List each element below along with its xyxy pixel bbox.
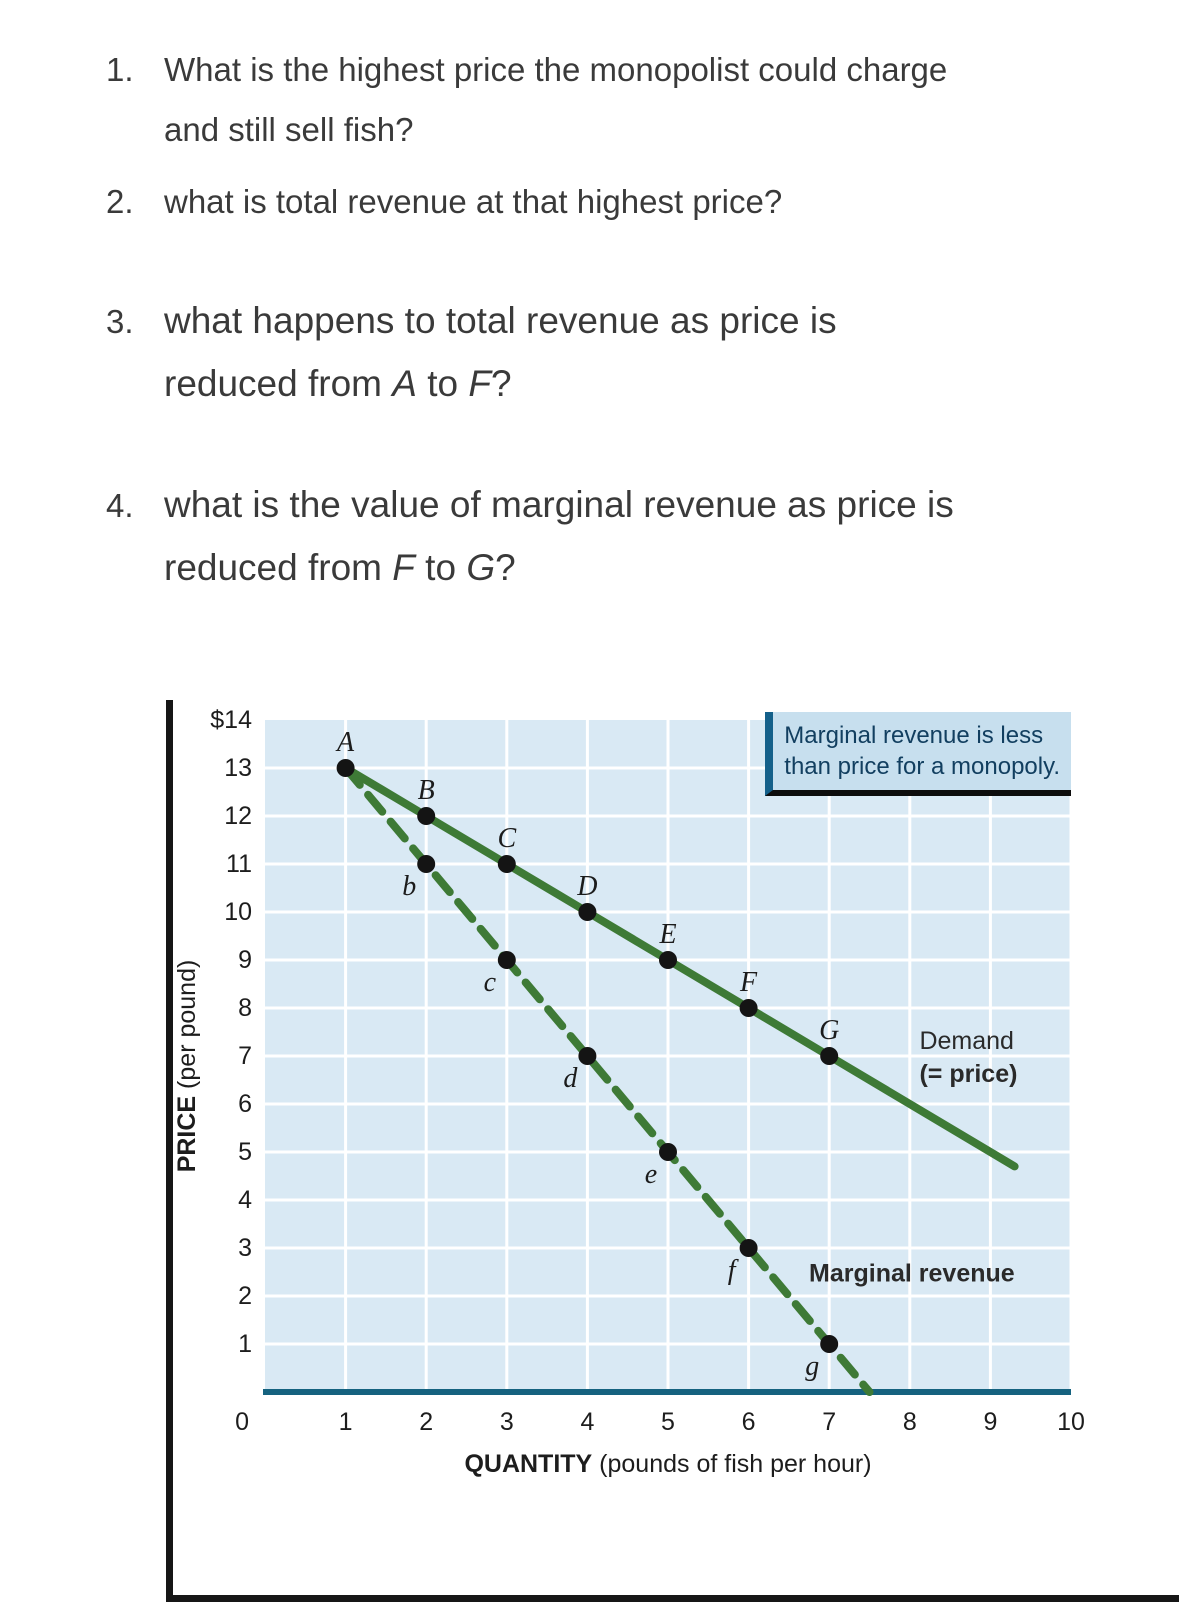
question-item-4: 4. what is the value of marginal revenue … — [106, 474, 1139, 600]
point-label-d: d — [563, 1063, 578, 1094]
curve-annotation-marginal-revenue-line-1: Marginal revenue — [809, 1259, 1015, 1287]
data-point-f — [739, 1238, 758, 1257]
data-point-d — [578, 1046, 597, 1065]
point-label-c: c — [484, 967, 497, 998]
curve-annotation-demand-line-2: (= price) — [919, 1060, 1017, 1088]
y-tick-label: 1 — [238, 1330, 252, 1358]
y-tick-label: 11 — [226, 850, 252, 878]
x-tick-label: 6 — [742, 1408, 756, 1436]
x-tick-label: 7 — [822, 1408, 836, 1436]
point-label-C: C — [497, 823, 516, 854]
question-text: What is the highest price the monopolist… — [164, 51, 948, 149]
question-number: 3. — [106, 303, 134, 341]
question-number: 2. — [106, 183, 134, 221]
data-point-b — [417, 854, 436, 873]
point-label-A: A — [335, 727, 355, 758]
x-tick-label: 2 — [419, 1408, 433, 1436]
question-item-3: 3. what happens to total revenue as price… — [106, 290, 1139, 416]
data-point-D — [578, 902, 597, 921]
point-label-e: e — [645, 1159, 657, 1190]
x-tick-label: 1 — [339, 1408, 353, 1436]
y-tick-label: 13 — [224, 754, 252, 782]
question-text: what happens to total revenue as price i… — [164, 300, 837, 405]
data-point-e — [659, 1142, 677, 1161]
data-point-F — [739, 998, 758, 1017]
x-tick-label: 10 — [1057, 1408, 1085, 1436]
question-number: 4. — [106, 486, 134, 524]
point-label-G: G — [819, 1015, 839, 1046]
question-text: what is the value of marginal revenue as… — [164, 483, 954, 588]
y-axis-title: PRICE (per pound) — [173, 959, 201, 1172]
figure-panel: Marginal revenue is less than price for … — [166, 699, 1179, 1602]
x-tick-label: 3 — [500, 1408, 514, 1436]
callout-line-1: Marginal revenue is less — [784, 721, 1044, 749]
data-point-E — [659, 950, 677, 969]
y-tick-label: $14 — [210, 706, 252, 734]
x-tick-label: 5 — [661, 1408, 675, 1436]
x-tick-label: 9 — [983, 1408, 997, 1436]
x-tick-label: 4 — [580, 1408, 594, 1436]
point-label-D: D — [576, 871, 597, 902]
point-label-f: f — [728, 1255, 739, 1286]
x-tick-label: 8 — [903, 1408, 917, 1436]
point-label-F: F — [739, 967, 758, 998]
y-tick-label: 12 — [224, 802, 252, 830]
data-point-G — [820, 1046, 839, 1065]
question-item-1: 1. What is the highest price the monopoli… — [106, 40, 1139, 160]
y-tick-label: 10 — [224, 898, 252, 926]
data-point-B — [417, 806, 436, 825]
question-text: what is total revenue at that highest pr… — [164, 183, 783, 221]
y-tick-label: 3 — [238, 1234, 252, 1262]
origin-label: 0 — [235, 1408, 249, 1436]
y-tick-label: 6 — [238, 1090, 252, 1118]
marginal-revenue-curve — [341, 763, 874, 1396]
data-point-c — [497, 950, 516, 969]
y-tick-label: 9 — [238, 946, 252, 974]
curve-annotation-demand-line-1: Demand — [919, 1027, 1014, 1055]
point-label-g: g — [805, 1351, 819, 1382]
callout-line-2: than price for a monopoly. — [784, 752, 1060, 780]
y-tick-label: 2 — [238, 1282, 252, 1310]
y-tick-label: 8 — [238, 994, 252, 1022]
data-point-A — [336, 758, 355, 777]
x-axis-title: QUANTITY (pounds of fish per hour) — [464, 1450, 871, 1478]
question-number: 1. — [106, 51, 134, 88]
point-label-b: b — [402, 871, 416, 902]
y-tick-label: 7 — [238, 1042, 252, 1070]
question-item-2: 2. what is total revenue at that highest … — [106, 172, 1139, 232]
demand-curve — [341, 763, 1019, 1171]
question-list: 1. What is the highest price the monopoli… — [0, 0, 1179, 600]
y-tick-label: 5 — [238, 1138, 252, 1166]
point-label-E: E — [658, 919, 676, 950]
point-label-B: B — [418, 775, 435, 806]
data-point-C — [497, 854, 516, 873]
callout-box: Marginal revenue is less than price for … — [765, 711, 1071, 797]
data-point-g — [820, 1334, 839, 1353]
y-tick-label: 4 — [238, 1186, 252, 1214]
